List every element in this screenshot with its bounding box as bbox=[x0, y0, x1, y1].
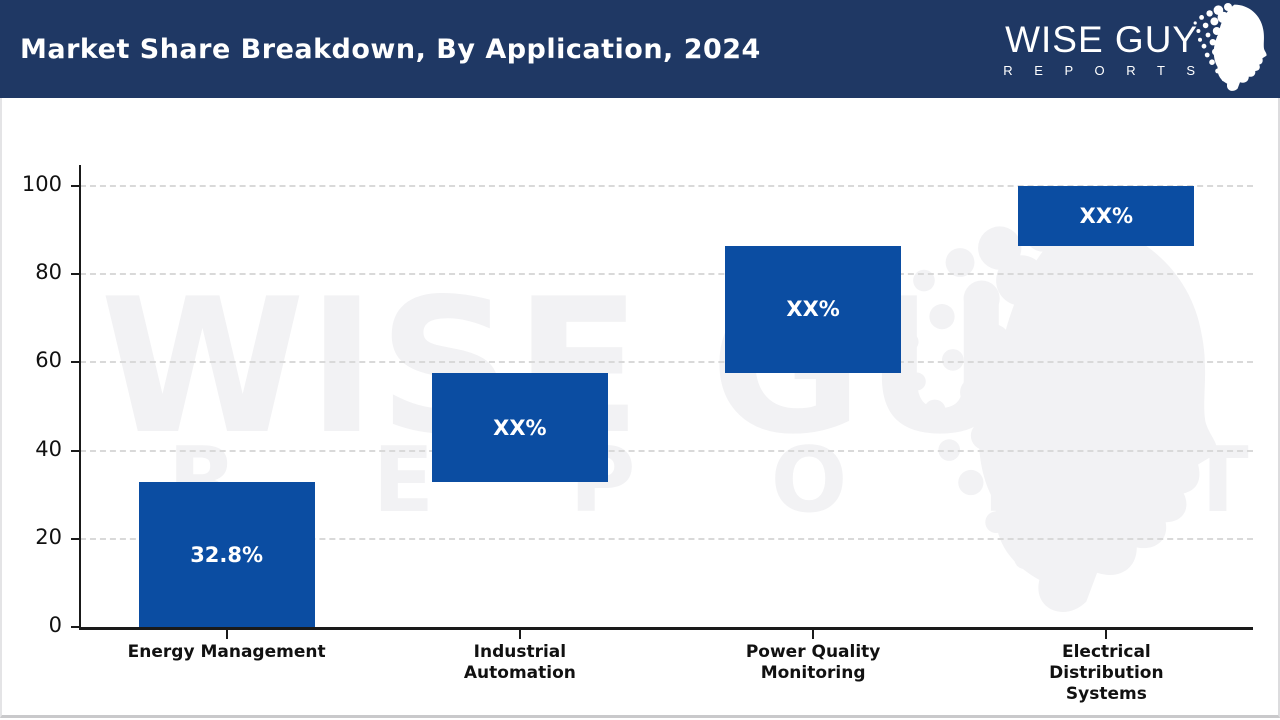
bar-power-quality-monitoring: XX% bbox=[725, 245, 902, 374]
category-label-line: Monitoring bbox=[760, 663, 866, 683]
y-tick-0 bbox=[71, 626, 80, 628]
bar-value-label: XX% bbox=[1079, 203, 1134, 228]
wise-guy-logo: WISE GUY R E P O R T S bbox=[999, 3, 1280, 94]
y-tick-label-100: 100 bbox=[21, 172, 62, 196]
category-label-line: Industrial bbox=[473, 642, 567, 662]
x-tick-3 bbox=[1105, 630, 1108, 639]
category-label: Electrical Distribution Systems bbox=[976, 642, 1236, 705]
bar-energy-management: 32.8% bbox=[138, 482, 315, 627]
category-label: Energy Management bbox=[97, 642, 357, 663]
category-label: Industrial Automation bbox=[390, 642, 650, 684]
x-tick-2 bbox=[812, 630, 815, 639]
gridline-40 bbox=[80, 449, 1253, 452]
page-title: Market Share Breakdown, By Application, … bbox=[20, 33, 761, 65]
category-label: Power Quality Monitoring bbox=[683, 642, 943, 684]
x-axis-spine bbox=[79, 627, 1253, 630]
category-label-line: Power Quality bbox=[745, 642, 881, 662]
logo-reports-label: R E P O R T S bbox=[1003, 63, 1204, 78]
x-tick-0 bbox=[225, 630, 228, 639]
y-tick-40 bbox=[71, 449, 80, 452]
bar-electrical-distribution-systems: XX% bbox=[1018, 186, 1195, 246]
logo-brand-name: WISE GUY bbox=[1005, 19, 1199, 60]
y-tick-label-20: 20 bbox=[35, 524, 62, 549]
y-tick-60 bbox=[71, 361, 80, 364]
y-tick-80 bbox=[71, 273, 80, 276]
gridline-20 bbox=[80, 537, 1253, 540]
y-tick-label-60: 60 bbox=[35, 348, 62, 373]
gridline-100 bbox=[80, 185, 1253, 187]
gridline-80 bbox=[80, 273, 1253, 276]
category-label-line: Energy Management bbox=[127, 642, 326, 662]
gridline-60 bbox=[80, 361, 1253, 364]
y-tick-label-40: 40 bbox=[35, 436, 62, 461]
y-tick-20 bbox=[71, 537, 80, 540]
y-axis-spine bbox=[79, 165, 81, 629]
category-label-line: Electrical bbox=[1061, 642, 1151, 662]
y-tick-label-80: 80 bbox=[35, 260, 62, 285]
y-tick-label-0: 0 bbox=[48, 613, 62, 637]
bar-industrial-automation: XX% bbox=[431, 373, 608, 483]
category-label-line: Automation bbox=[463, 663, 576, 683]
logo-head-icon bbox=[1193, 3, 1267, 91]
header-bar: Market Share Breakdown, By Application, … bbox=[0, 0, 1280, 98]
x-tick-1 bbox=[518, 630, 521, 639]
bar-value-label: XX% bbox=[786, 297, 840, 322]
y-tick-100 bbox=[71, 185, 80, 187]
bar-value-label: XX% bbox=[493, 415, 547, 440]
logo-text: WISE GUY R E P O R T S bbox=[999, 21, 1204, 77]
category-label-line: Systems bbox=[1065, 684, 1147, 704]
bar-value-label: 32.8% bbox=[190, 542, 264, 567]
category-label-line: Distribution bbox=[1049, 663, 1164, 683]
